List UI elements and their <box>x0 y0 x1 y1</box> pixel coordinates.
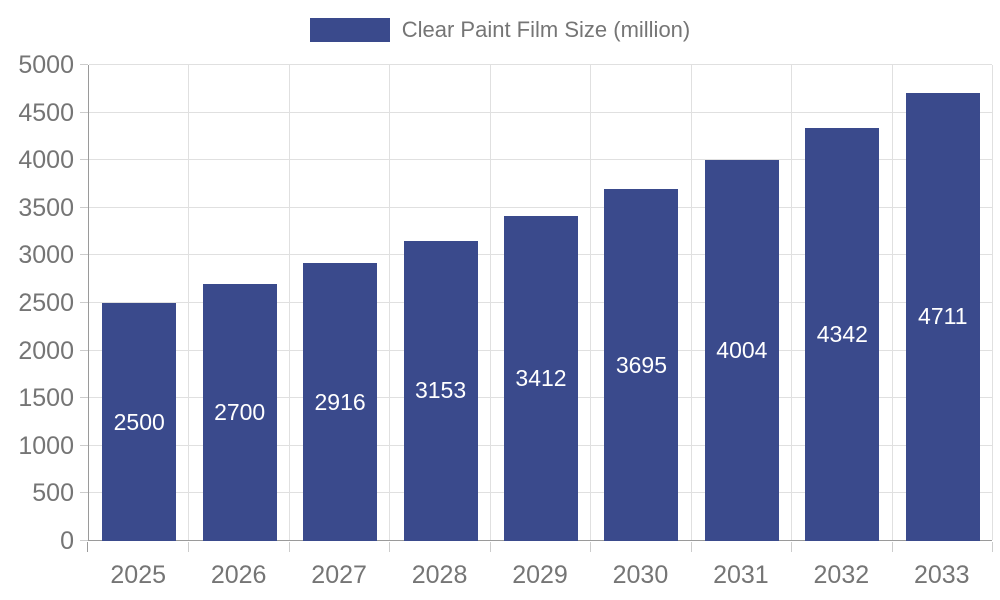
y-axis-tick <box>80 302 88 303</box>
bar-value-label: 3153 <box>414 377 467 404</box>
bar-value-label: 2500 <box>113 408 165 435</box>
h-gridline <box>89 111 992 113</box>
x-tick-label: 2029 <box>512 561 568 589</box>
y-tick-label: 3000 <box>18 241 74 270</box>
bar-value-label: 3695 <box>615 351 668 378</box>
bar-2028[interactable]: 3153 <box>403 240 478 541</box>
y-tick-label: 1500 <box>18 384 74 413</box>
h-gridline <box>89 206 992 208</box>
bar-value-label: 2700 <box>214 398 266 425</box>
x-axis-tick <box>992 542 993 552</box>
bar-2030[interactable]: 3695 <box>604 189 679 541</box>
y-tick-label: 3500 <box>18 193 74 222</box>
x-axis-tick <box>590 542 592 552</box>
bar-2033[interactable]: 4711 <box>905 92 980 541</box>
x-axis-tick <box>690 542 692 552</box>
v-gridline <box>891 65 893 540</box>
x-axis-tick <box>288 542 290 552</box>
bar-value-label: 4342 <box>816 320 868 347</box>
x-tick-label: 2028 <box>411 561 468 589</box>
legend-label: Clear Paint Film Size (million) <box>401 17 691 42</box>
bar-value-label: 4711 <box>918 303 968 330</box>
y-axis-tick <box>80 492 88 494</box>
y-axis-tick <box>80 254 88 256</box>
x-tick-label: 2032 <box>813 561 870 589</box>
v-gridline <box>590 65 592 540</box>
x-axis-tick <box>791 542 793 552</box>
bar-2025[interactable]: 2500 <box>102 303 177 541</box>
x-tick-label: 2030 <box>612 561 669 589</box>
bar-2026[interactable]: 2700 <box>202 283 277 541</box>
v-gridline <box>489 65 491 540</box>
y-axis-tick <box>80 111 88 113</box>
h-gridline <box>89 159 992 161</box>
y-axis-tick <box>80 349 88 351</box>
legend-swatch-icon <box>309 18 390 42</box>
x-tick-label: 2026 <box>210 561 267 589</box>
bar-value-label: 3412 <box>515 365 567 392</box>
y-axis-tick <box>80 159 88 161</box>
y-tick-label: 4500 <box>18 98 74 127</box>
y-tick-label: 4000 <box>18 146 74 175</box>
h-gridline <box>89 64 992 65</box>
y-tick-label: 5000 <box>18 51 74 79</box>
x-axis-tick <box>188 542 190 552</box>
x-axis-tick <box>87 542 88 552</box>
y-tick-label: 0 <box>60 527 74 555</box>
y-axis-tick <box>80 540 88 541</box>
v-gridline <box>288 65 290 540</box>
y-axis-tick <box>80 444 88 446</box>
y-tick-label: 1000 <box>18 431 74 460</box>
y-tick-label: 500 <box>32 479 74 508</box>
bar-value-label: 2916 <box>314 388 366 415</box>
v-gridline <box>389 65 391 540</box>
bar-2031[interactable]: 4004 <box>704 159 779 541</box>
x-tick-label: 2031 <box>713 561 769 589</box>
x-tick-label: 2027 <box>311 561 367 589</box>
v-gridline <box>791 65 793 540</box>
plot-area: 2500 2700 2916 3153 3412 3695 4004 4342 4711 <box>88 64 993 541</box>
bar-2027[interactable]: 2916 <box>303 263 378 541</box>
y-axis-tick <box>80 206 88 208</box>
x-tick-label: 2025 <box>110 561 167 589</box>
y-axis-tick <box>80 64 88 65</box>
bar-2029[interactable]: 3412 <box>504 216 578 541</box>
y-tick-label: 2500 <box>18 289 74 317</box>
x-tick-label: 2033 <box>913 561 970 589</box>
x-axis-tick <box>489 542 491 552</box>
v-gridline <box>188 65 190 540</box>
legend[interactable]: Clear Paint Film Size (million) <box>0 17 1000 43</box>
x-axis-tick <box>891 542 893 552</box>
v-gridline <box>690 65 692 540</box>
y-axis-tick <box>80 397 88 399</box>
v-gridline <box>992 65 993 540</box>
bar-value-label: 4004 <box>716 336 768 363</box>
x-axis-tick <box>389 542 391 552</box>
bar-2032[interactable]: 4342 <box>805 127 880 541</box>
y-tick-label: 2000 <box>18 336 74 365</box>
